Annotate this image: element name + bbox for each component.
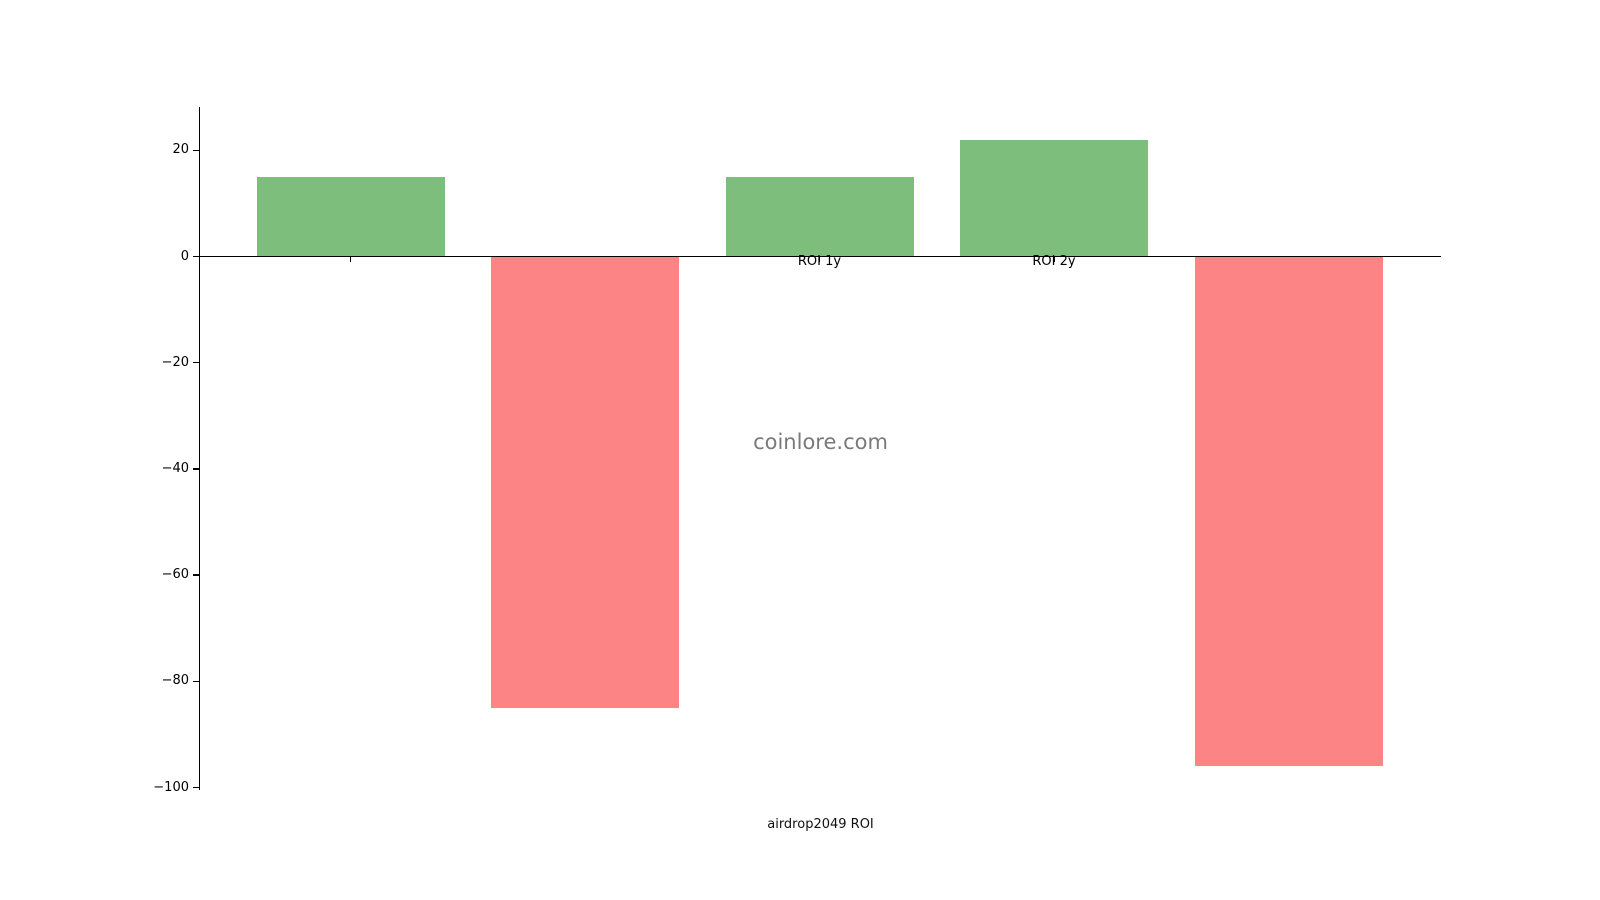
- y-tick-mark: [193, 149, 199, 151]
- x-tick-label-roi-2y: ROI 2y: [1032, 253, 1076, 269]
- y-tick-mark: [193, 255, 199, 258]
- y-tick-label: −100: [153, 779, 189, 795]
- x-tick-mark: [349, 256, 352, 262]
- y-tick-label: −60: [161, 567, 189, 583]
- chart-title: airdrop2049 ROI: [767, 817, 874, 832]
- x-tick-mark: [818, 256, 821, 262]
- y-tick-mark: [193, 786, 199, 789]
- y-axis-line: [199, 107, 201, 790]
- bar-series-1: [491, 256, 679, 708]
- y-tick-mark: [193, 680, 199, 682]
- bar-series-4: [1194, 256, 1383, 767]
- y-tick-mark: [193, 468, 199, 470]
- y-tick-label: −20: [161, 354, 189, 370]
- y-tick-label: 20: [172, 142, 189, 158]
- x-axis-line: [200, 255, 1441, 258]
- bar-roi-1y: [725, 176, 914, 257]
- x-tick-label-roi-1y: ROI 1y: [797, 253, 842, 269]
- y-tick-label: 0: [180, 248, 189, 264]
- y-tick-label: −80: [161, 673, 189, 689]
- y-tick-mark: [193, 362, 199, 364]
- x-tick-mark: [1053, 256, 1055, 262]
- bar-roi-2y: [960, 139, 1148, 257]
- bar-series-0: [256, 176, 445, 257]
- y-tick-mark: [193, 574, 199, 576]
- watermark: coinlore.com: [753, 430, 888, 454]
- y-tick-label: −40: [161, 460, 189, 476]
